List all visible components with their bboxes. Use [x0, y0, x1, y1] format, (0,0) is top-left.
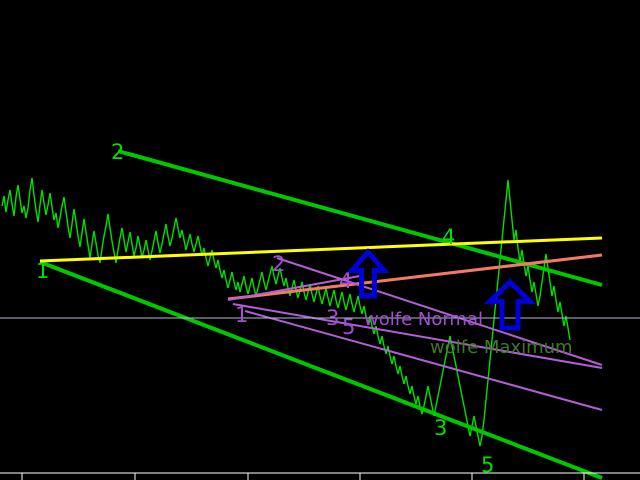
- green-lower-channel: [39, 260, 603, 480]
- bottom-axis-group: [0, 472, 640, 480]
- buy-arrow-1: [346, 248, 390, 299]
- trendline-group: [39, 149, 603, 480]
- purple-max-line: [244, 310, 603, 411]
- buy-arrow-2: [483, 278, 537, 331]
- purple-apex-line: [227, 275, 361, 301]
- green-upper-channel: [117, 149, 603, 287]
- yellow-entry-line: [39, 236, 603, 263]
- buy-arrow-group: [346, 248, 537, 331]
- price-series-line: [1, 177, 571, 447]
- salmon-target-line: [227, 253, 603, 301]
- purple-normal-line: [232, 303, 603, 369]
- purple-upper-1-3: [276, 257, 603, 366]
